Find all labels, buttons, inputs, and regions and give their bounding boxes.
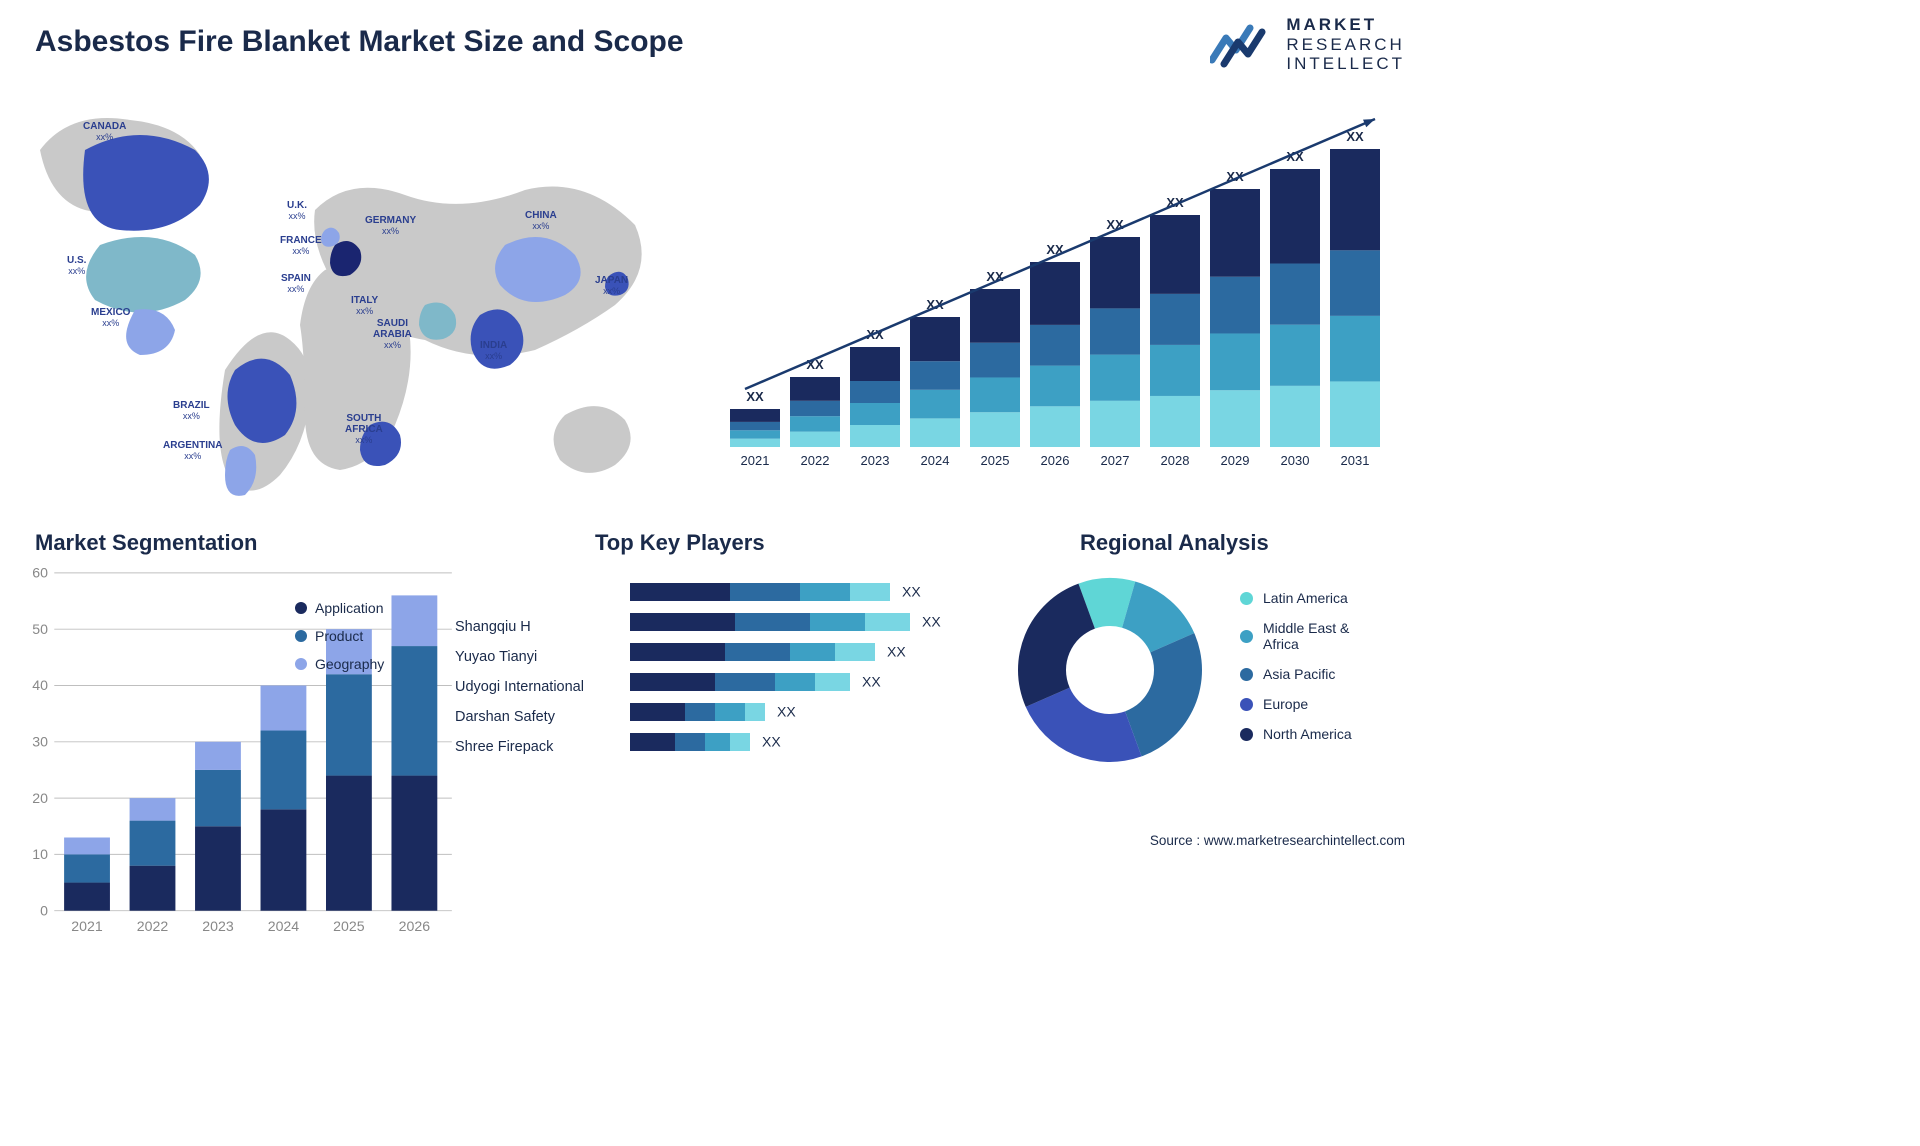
map-country-label: U.K.xx% bbox=[287, 200, 307, 222]
source-attribution: Source : www.marketresearchintellect.com bbox=[1150, 833, 1405, 848]
svg-text:2024: 2024 bbox=[268, 918, 300, 934]
svg-text:2025: 2025 bbox=[981, 453, 1010, 468]
map-country-label: JAPANxx% bbox=[595, 275, 628, 297]
key-players-title: Top Key Players bbox=[595, 530, 765, 556]
svg-text:2022: 2022 bbox=[137, 918, 169, 934]
svg-text:60: 60 bbox=[32, 565, 48, 581]
svg-text:XX: XX bbox=[887, 644, 906, 660]
logo-line-3: INTELLECT bbox=[1286, 54, 1405, 74]
key-player-name: Udyogi International bbox=[455, 672, 584, 702]
svg-text:XX: XX bbox=[922, 614, 941, 630]
map-country-label: CHINAxx% bbox=[525, 210, 557, 232]
svg-text:2030: 2030 bbox=[1281, 453, 1310, 468]
legend-item: Geography bbox=[295, 656, 384, 672]
key-player-name: Darshan Safety bbox=[455, 702, 584, 732]
key-player-name: Shangqiu H bbox=[455, 612, 584, 642]
svg-text:2022: 2022 bbox=[801, 453, 830, 468]
svg-text:2021: 2021 bbox=[71, 918, 103, 934]
svg-text:2023: 2023 bbox=[202, 918, 234, 934]
world-map: CANADAxx% U.S.xx% MEXICOxx% BRAZILxx% ARGENT… bbox=[25, 95, 685, 510]
map-country-label: U.S.xx% bbox=[67, 255, 86, 277]
growth-bar-chart: XX2021XX2022XX2023XX2024XX2025XX2026XX20… bbox=[720, 95, 1400, 475]
svg-text:2021: 2021 bbox=[741, 453, 770, 468]
svg-text:2028: 2028 bbox=[1161, 453, 1190, 468]
svg-text:2029: 2029 bbox=[1221, 453, 1250, 468]
svg-text:30: 30 bbox=[32, 733, 48, 749]
key-player-name: Shree Firepack bbox=[455, 732, 584, 762]
svg-text:XX: XX bbox=[777, 704, 796, 720]
regional-title: Regional Analysis bbox=[1080, 530, 1269, 556]
regional-legend: Latin America Middle East &Africa Asia Pac… bbox=[1240, 590, 1352, 756]
segmentation-chart: 0102030405060202120222023202420252026 bbox=[15, 565, 455, 805]
logo-line-2: RESEARCH bbox=[1286, 35, 1405, 55]
svg-text:2023: 2023 bbox=[861, 453, 890, 468]
map-country-label: CANADAxx% bbox=[83, 121, 126, 143]
svg-text:2026: 2026 bbox=[399, 918, 431, 934]
svg-text:2027: 2027 bbox=[1101, 453, 1130, 468]
logo-line-1: MARKET bbox=[1286, 15, 1405, 35]
svg-text:2025: 2025 bbox=[333, 918, 365, 934]
svg-text:XX: XX bbox=[762, 734, 781, 750]
map-country-label: ARGENTINAxx% bbox=[163, 440, 222, 462]
legend-item: Application bbox=[295, 600, 384, 616]
logo-mark-icon bbox=[1210, 20, 1276, 68]
svg-text:40: 40 bbox=[32, 677, 48, 693]
key-player-name: Yuyao Tianyi bbox=[455, 642, 584, 672]
brand-logo: MARKET RESEARCH INTELLECT bbox=[1210, 15, 1405, 74]
map-country-label: ITALYxx% bbox=[351, 295, 378, 317]
legend-item: North America bbox=[1240, 726, 1352, 742]
svg-text:2031: 2031 bbox=[1341, 453, 1370, 468]
map-country-label: BRAZILxx% bbox=[173, 400, 210, 422]
regional-donut-chart bbox=[1010, 570, 1210, 770]
legend-item: Europe bbox=[1240, 696, 1352, 712]
legend-item: Product bbox=[295, 628, 384, 644]
svg-text:2026: 2026 bbox=[1041, 453, 1070, 468]
page-title: Asbestos Fire Blanket Market Size and Sc… bbox=[35, 25, 684, 59]
map-country-label: SAUDIARABIAxx% bbox=[373, 318, 412, 351]
svg-text:XX: XX bbox=[746, 389, 764, 404]
segmentation-title: Market Segmentation bbox=[35, 530, 258, 556]
legend-item: Middle East &Africa bbox=[1240, 620, 1352, 652]
key-players-names: Shangqiu HYuyao TianyiUdyogi Internation… bbox=[455, 612, 584, 762]
map-country-label: SOUTHAFRICAxx% bbox=[345, 413, 383, 446]
svg-text:XX: XX bbox=[902, 584, 921, 600]
segmentation-legend: Application Product Geography bbox=[295, 600, 384, 684]
svg-text:XX: XX bbox=[862, 674, 881, 690]
svg-text:0: 0 bbox=[40, 902, 48, 918]
legend-item: Asia Pacific bbox=[1240, 666, 1352, 682]
logo-text: MARKET RESEARCH INTELLECT bbox=[1286, 15, 1405, 74]
map-country-label: SPAINxx% bbox=[281, 273, 311, 295]
legend-item: Latin America bbox=[1240, 590, 1352, 606]
svg-text:50: 50 bbox=[32, 621, 48, 637]
svg-text:2024: 2024 bbox=[921, 453, 950, 468]
svg-text:20: 20 bbox=[32, 790, 48, 806]
svg-text:10: 10 bbox=[32, 846, 48, 862]
map-country-label: GERMANYxx% bbox=[365, 215, 416, 237]
map-country-label: MEXICOxx% bbox=[91, 307, 130, 329]
map-country-label: FRANCExx% bbox=[280, 235, 322, 257]
map-country-label: INDIAxx% bbox=[480, 340, 507, 362]
